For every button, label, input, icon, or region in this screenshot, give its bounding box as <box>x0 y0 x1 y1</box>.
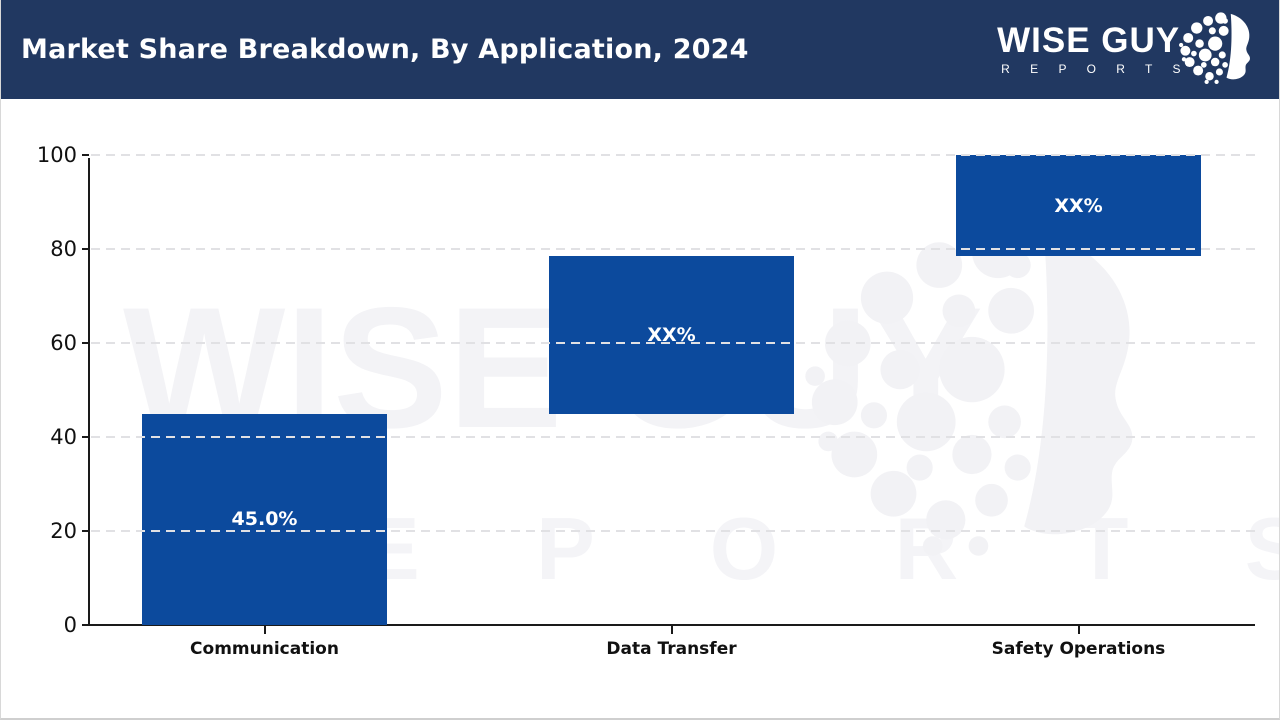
logo-reports-label: R E P O R T S <box>1001 62 1189 76</box>
bar-communication: 45.0% <box>142 413 387 625</box>
plot-area: 45.0% XX% XX% <box>91 154 1256 625</box>
page-title: Market Share Breakdown, By Application, … <box>21 34 749 65</box>
bar-value-label: 45.0% <box>231 508 298 531</box>
y-tick-mark <box>82 530 89 532</box>
header-bar: Market Share Breakdown, By Application, … <box>1 0 1279 99</box>
y-tick-mark <box>82 436 89 438</box>
y-tick-mark <box>82 624 89 626</box>
y-tick-label: 20 <box>50 519 77 543</box>
x-tick-mark <box>1077 626 1080 634</box>
x-category-label-communication: Communication <box>190 639 339 659</box>
bar-safety-operations: XX% <box>956 155 1201 257</box>
x-category-label-data-transfer: Data Transfer <box>606 639 737 659</box>
bar-value-label: XX% <box>1054 194 1103 217</box>
y-tick-mark <box>82 342 89 344</box>
y-tick-mark <box>82 154 89 156</box>
bar-data-transfer: XX% <box>549 256 794 414</box>
gridline-100 <box>91 154 1256 156</box>
gridline-60 <box>91 342 1256 344</box>
x-tick-mark <box>263 626 266 634</box>
x-tick-mark <box>670 626 673 634</box>
x-category-label-safety-operations: Safety Operations <box>991 639 1166 659</box>
y-tick-label: 0 <box>63 613 77 637</box>
gridline-20 <box>91 530 1256 532</box>
y-tick-label: 80 <box>50 237 77 261</box>
y-tick-mark <box>82 248 89 250</box>
y-axis-spine <box>88 158 90 626</box>
gridline-80 <box>91 248 1256 250</box>
logo-face-icon <box>1179 11 1251 84</box>
wiseguy-logo: WISE GUY R E P O R T S <box>997 11 1279 89</box>
gridline-40 <box>91 436 1256 438</box>
logo-wiseguy-label: WISE GUY <box>997 21 1181 60</box>
y-tick-label: 60 <box>50 331 77 355</box>
y-tick-label: 100 <box>36 143 77 167</box>
y-tick-label: 40 <box>50 425 77 449</box>
x-axis-spine <box>88 624 1255 626</box>
bar-value-label: XX% <box>647 323 696 346</box>
wiseguy-logo-text: WISE GUY R E P O R T S <box>997 23 1189 76</box>
